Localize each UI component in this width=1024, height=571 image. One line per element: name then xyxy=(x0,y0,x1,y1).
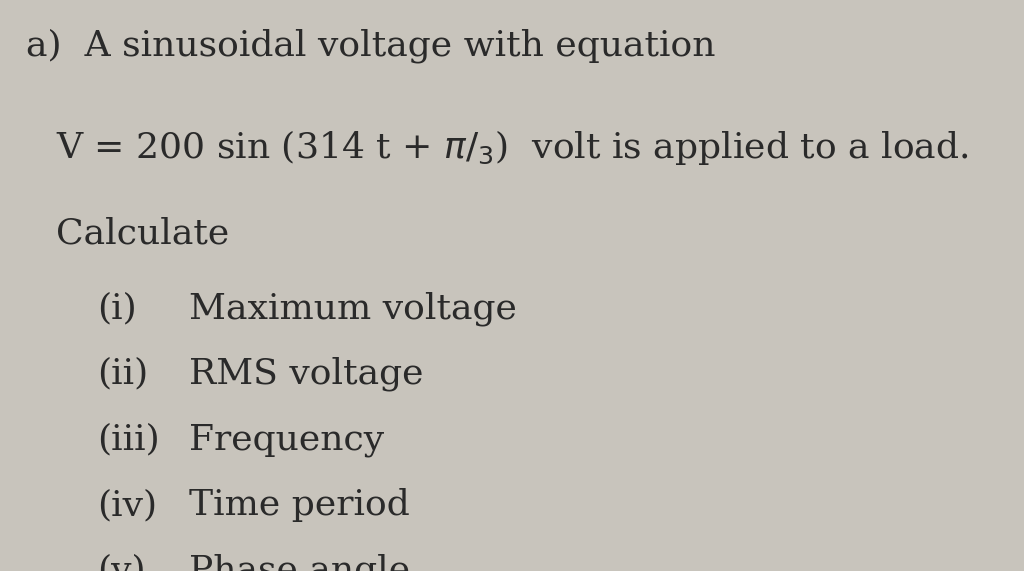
Text: a)  A sinusoidal voltage with equation: a) A sinusoidal voltage with equation xyxy=(26,29,715,63)
Text: Time period: Time period xyxy=(189,488,411,522)
Text: Maximum voltage: Maximum voltage xyxy=(189,291,517,325)
Text: RMS voltage: RMS voltage xyxy=(189,357,424,391)
Text: (iv): (iv) xyxy=(97,488,158,522)
Text: (iii): (iii) xyxy=(97,423,160,457)
Text: V = 200 sin (314 t + $\pi/_{3}$)  volt is applied to a load.: V = 200 sin (314 t + $\pi/_{3}$) volt is… xyxy=(56,128,969,167)
Text: Calculate: Calculate xyxy=(56,217,229,251)
Text: (v): (v) xyxy=(97,554,145,571)
Text: Frequency: Frequency xyxy=(189,423,385,457)
Text: (i): (i) xyxy=(97,291,137,325)
Text: (ii): (ii) xyxy=(97,357,148,391)
Text: Phase angle: Phase angle xyxy=(189,554,411,571)
